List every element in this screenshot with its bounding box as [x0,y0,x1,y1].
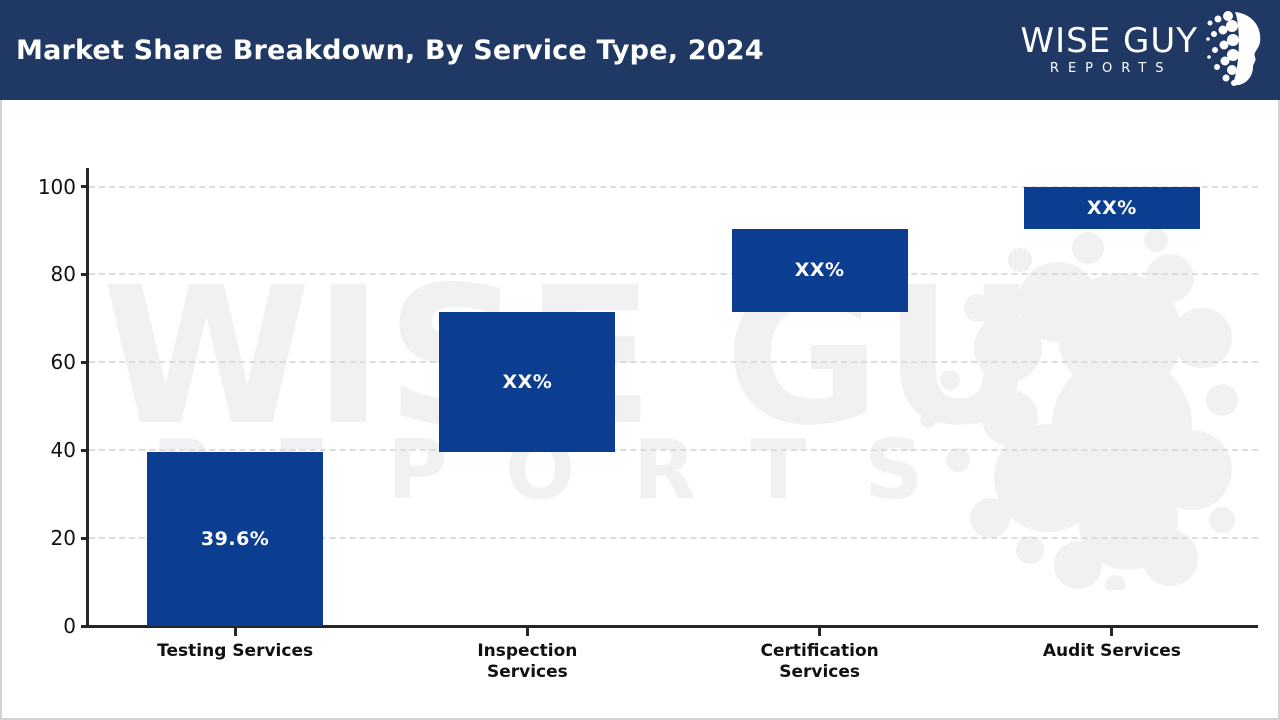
watermark-head-icon [920,228,1238,590]
gridline-20 [89,537,1258,540]
x-category-label: Inspection Services [477,641,578,682]
y-tick-mark [81,272,89,276]
y-tick-mark [81,360,89,364]
bar-value-label: 39.6% [200,527,270,550]
bar-inspection-services: XX% [439,312,616,452]
y-tick-label: 100 [37,174,76,199]
y-tick-label: 60 [50,350,76,375]
gridline-60 [89,361,1258,364]
gridline-100 [89,185,1258,188]
bar-testing-services: 39.6% [147,451,324,626]
x-tick-mark [525,628,529,636]
x-tick-mark [818,628,822,636]
x-category-label: Audit Services [1042,641,1181,661]
y-tick-mark [81,448,89,452]
bar-audit-services: XX% [1023,186,1200,229]
x-category-label: Testing Services [157,641,314,661]
y-tick-mark [81,536,89,540]
y-tick-label: 40 [50,438,76,463]
wiseguy-logo: WISE GUY REPORTS [1020,9,1264,91]
y-tick-label: 20 [50,526,76,551]
logo-wordmark: WISE GUY [1020,20,1198,61]
gridline-40 [89,449,1258,452]
header: Market Share Breakdown, By Service Type,… [0,0,1280,100]
logo-text: WISE GUY REPORTS [1020,20,1198,77]
logo-head-icon [1206,11,1261,86]
x-axis-line [86,625,1258,628]
y-tick-label: 0 [63,614,76,638]
x-tick-mark [1110,628,1114,636]
bar-value-label: XX% [502,371,553,394]
bar-value-label: XX% [1086,196,1137,219]
x-category-label: Certification Services [760,641,879,682]
y-tick-mark [81,624,89,628]
chart-title: Market Share Breakdown, By Service Type,… [16,34,764,66]
bar-value-label: XX% [794,259,845,282]
logo-subtext: REPORTS [1049,61,1173,77]
x-tick-mark [233,628,237,636]
y-axis-line [86,168,89,628]
bar-certification-services: XX% [731,228,908,313]
gridline-80 [89,273,1258,276]
y-tick-label: 80 [50,262,76,287]
y-tick-mark [81,185,89,188]
